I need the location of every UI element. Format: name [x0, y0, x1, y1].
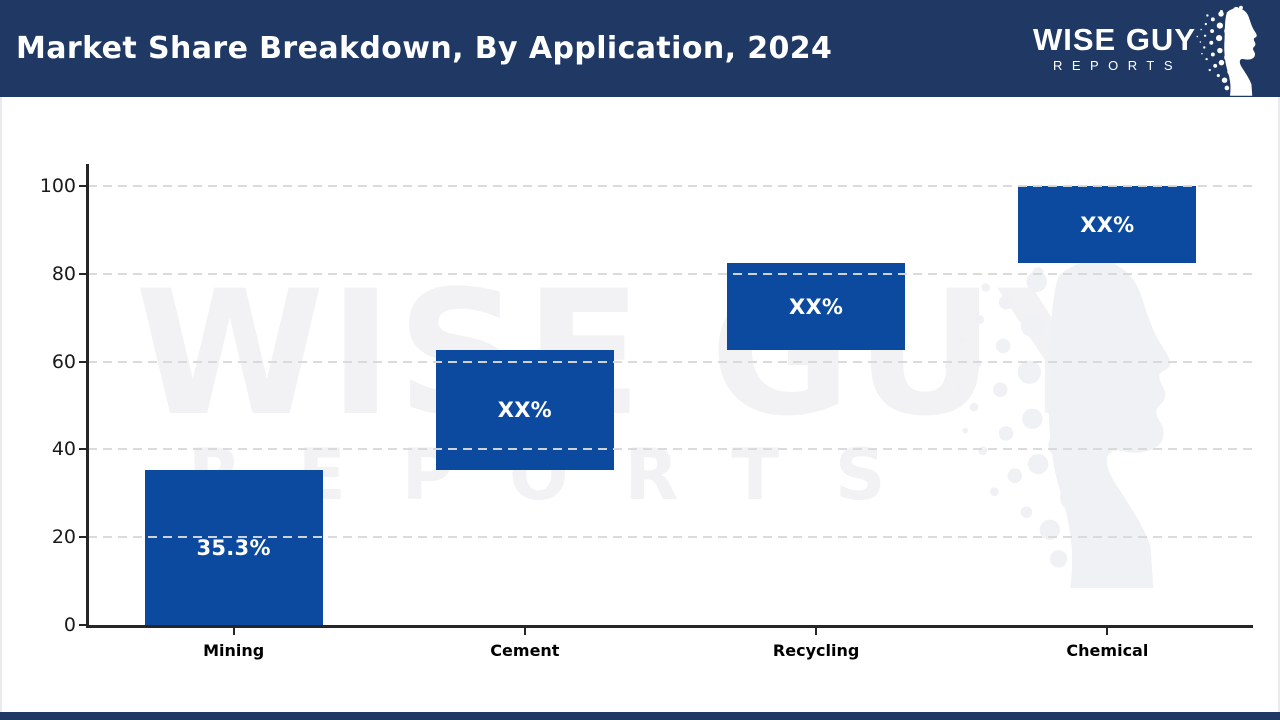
y-tick-label: 40	[51, 438, 76, 461]
y-tick-label: 60	[51, 350, 76, 373]
bar-recycling: XX%	[727, 263, 906, 351]
bar-value-label: 35.3%	[196, 535, 271, 560]
logo-wordmark: WISE GUY REPORTS	[1033, 24, 1196, 73]
y-tick-label: 0	[63, 614, 76, 636]
page-edge-right	[1278, 97, 1280, 712]
x-tick-mark	[523, 628, 526, 635]
gridline-100	[88, 185, 1253, 187]
bar-cement: XX%	[435, 350, 614, 471]
x-tick-mark	[1106, 628, 1109, 635]
bar-value-label: XX%	[497, 398, 553, 423]
bar-chemical: XX%	[1018, 186, 1197, 264]
y-tick-mark	[79, 624, 86, 626]
page-edge-left	[0, 97, 2, 712]
logo-text-reports: REPORTS	[1052, 58, 1183, 73]
y-axis-line	[86, 164, 89, 628]
x-tick-mark	[232, 628, 235, 635]
bar-mining: 35.3%	[144, 470, 323, 625]
x-category-label: Chemical	[1066, 641, 1149, 660]
logo-text-wise-guy: WISE GUY	[1032, 22, 1196, 57]
bar-value-label: XX%	[788, 294, 844, 319]
y-tick-label: 20	[51, 526, 76, 549]
y-tick-label: 80	[51, 262, 76, 285]
wiseguy-logo: WISE GUY REPORTS	[1033, 2, 1262, 96]
x-axis-line	[86, 625, 1253, 628]
header-bar: Market Share Breakdown, By Application, …	[0, 0, 1280, 97]
gridline-60	[88, 360, 1253, 363]
x-category-label: Cement	[490, 641, 560, 660]
y-tick-mark	[79, 185, 86, 187]
x-tick-mark	[815, 628, 818, 635]
chart-title: Market Share Breakdown, By Application, …	[16, 31, 833, 66]
y-tick-mark	[79, 272, 86, 275]
wiseguy-face-icon	[1184, 2, 1262, 96]
gridline-80	[88, 272, 1253, 275]
gridline-40	[88, 448, 1253, 451]
y-tick-label: 100	[39, 175, 76, 197]
footer-bar	[0, 712, 1280, 720]
bar-value-label: XX%	[1080, 212, 1135, 237]
x-category-label: Mining	[203, 641, 265, 660]
x-category-label: Recycling	[772, 641, 860, 660]
gridline-20	[88, 536, 1253, 539]
y-tick-mark	[79, 536, 86, 539]
y-tick-mark	[79, 360, 86, 363]
y-tick-mark	[79, 448, 86, 451]
